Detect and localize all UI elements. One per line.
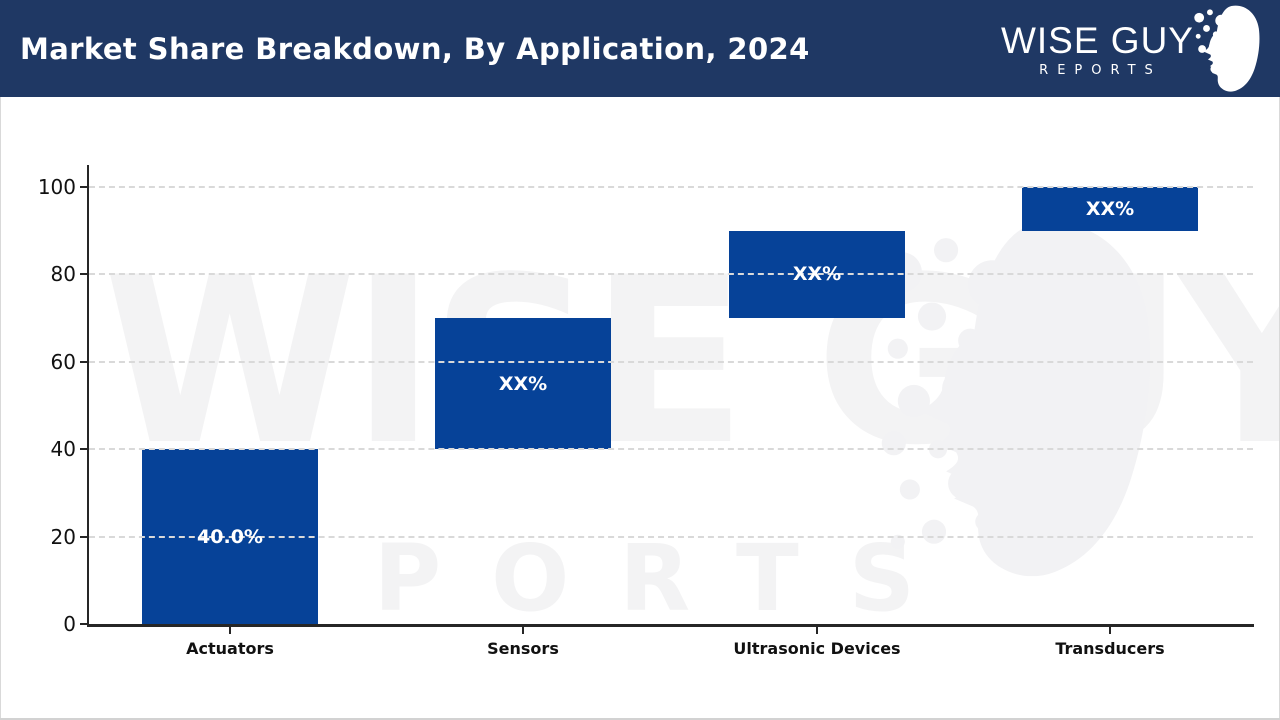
x-axis-label-sensors: Sensors <box>487 639 559 658</box>
x-axis-label-transducers: Transducers <box>1055 639 1165 658</box>
logo-head-icon <box>1194 5 1260 92</box>
bar-value-label: XX% <box>792 263 842 286</box>
bar-transducers <box>1022 187 1198 231</box>
gridline-40 <box>89 448 1253 451</box>
x-axis-label-actuators: Actuators <box>186 639 274 658</box>
x-axis-tick <box>229 627 231 634</box>
bar-value-label: XX% <box>1085 197 1135 220</box>
x-axis-line <box>87 624 1254 627</box>
page-title: Market Share Breakdown, By Application, … <box>20 31 810 66</box>
header-bar: Market Share Breakdown, By Application, … <box>0 0 1280 97</box>
watermark-head-icon <box>881 222 1150 577</box>
y-axis-tick-label: 0 <box>63 612 76 636</box>
gridline-20 <box>89 535 1253 538</box>
page-left-border <box>0 97 1 718</box>
y-axis-tick <box>80 623 88 625</box>
bar-value-label: XX% <box>498 372 548 395</box>
y-axis-tick <box>80 448 88 451</box>
y-axis-tick <box>80 186 88 188</box>
bar-sensors <box>435 318 611 450</box>
y-axis-line <box>87 165 89 626</box>
gridline-100 <box>89 186 1253 188</box>
gridline-80 <box>89 273 1253 276</box>
wise-guy-logo: WISE GUY REPORTS <box>1001 4 1270 94</box>
y-axis-tick-label: 80 <box>50 262 76 287</box>
x-axis-tick <box>522 627 524 634</box>
logo-reports-line: REPORTS <box>1039 63 1162 78</box>
page-bottom-border <box>0 718 1280 720</box>
y-axis-tick-label: 40 <box>50 437 76 462</box>
y-axis-tick <box>80 360 88 363</box>
logo-text: WISE GUY REPORTS <box>1001 20 1194 78</box>
y-axis-tick-label: 100 <box>37 175 76 199</box>
x-axis-tick <box>816 627 818 634</box>
logo-wordmark: WISE GUY <box>1000 20 1194 61</box>
x-axis-tick <box>1109 627 1111 634</box>
y-axis-tick-label: 20 <box>50 524 76 549</box>
y-axis-tick <box>80 273 88 276</box>
x-axis-label-ultrasonic-devices: Ultrasonic Devices <box>733 639 901 658</box>
gridline-60 <box>89 360 1253 363</box>
y-axis-tick <box>80 535 88 538</box>
bar-value-label: 40.0% <box>197 525 263 548</box>
y-axis-tick-label: 60 <box>50 349 76 374</box>
